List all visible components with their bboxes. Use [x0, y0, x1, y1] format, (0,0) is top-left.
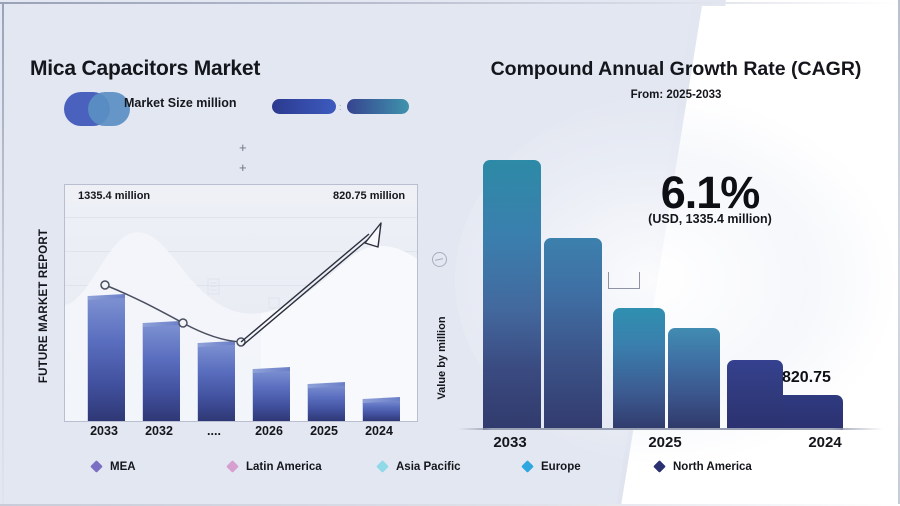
left-chart-x-labels: 2033 2032 .... 2026 2025 2024: [64, 424, 416, 444]
bar-2024: [362, 397, 400, 421]
legend-item-latin-america[interactable]: Latin America: [226, 458, 322, 476]
callout-value-820: 820.75: [782, 369, 831, 386]
rx-label-2025: 2025: [648, 434, 682, 451]
right-border: [898, 0, 900, 506]
cagr-note: (USD, 1335.4 million): [648, 212, 772, 226]
legend-item-mea[interactable]: MEA: [90, 458, 136, 476]
legend-marker-north-america: [653, 460, 666, 474]
gridline: [65, 285, 417, 286]
x-label-2026: 2026: [255, 424, 283, 438]
rx-label-2033: 2033: [493, 434, 527, 451]
rbar-2024-primary: [727, 360, 783, 430]
document-watermark-icon: [207, 278, 220, 295]
right-chart-bars: [455, 120, 885, 430]
cagr-title: Compound Annual Growth Rate (CAGR): [490, 58, 862, 80]
minus-circle-icon: [432, 252, 447, 267]
value-label-low: 820.75 million: [333, 190, 406, 202]
legend-item-europe[interactable]: Europe: [521, 458, 581, 476]
bar-2026: [252, 367, 290, 421]
plus-icon-bottom: +: [239, 160, 247, 175]
cagr-value: 6.1%: [660, 167, 761, 218]
value-label-high: 1335.4 million: [78, 190, 151, 202]
bar-ellipsis: [197, 341, 235, 421]
legend-pill-primary: [272, 99, 336, 114]
legend-item-north-america[interactable]: North America: [653, 458, 752, 476]
gridline: [65, 217, 417, 218]
rbar-2033-secondary: [544, 238, 602, 430]
legend-marker-europe: [521, 460, 534, 474]
legend-label-latin-america: Latin America: [246, 460, 322, 473]
rbar-2025-primary: [613, 308, 665, 430]
bottom-border: [0, 504, 900, 506]
trend-line-overlay: [100, 222, 382, 347]
legend-label-europe: Europe: [541, 460, 581, 473]
legend-marker-asia-pacific: [376, 460, 389, 474]
plus-icon-top: +: [239, 140, 247, 155]
x-label-2032: 2032: [145, 424, 173, 438]
cagr-subtitle: From: 2025-2033: [630, 89, 722, 101]
legend-pill-secondary: [347, 99, 409, 114]
legend-marker-latin-america: [226, 460, 239, 474]
legend-item-asia-pacific[interactable]: Asia Pacific: [376, 458, 461, 476]
legend-marker-mea: [90, 460, 103, 474]
market-size-icon-lobe-right: [88, 92, 130, 126]
market-size-label: Market Size million: [124, 96, 237, 110]
legend-pill-separator: :: [339, 102, 342, 112]
market-size-icon: [64, 92, 130, 126]
footer-legend: MEA Latin America Asia Pacific Europe No…: [0, 458, 900, 506]
legend-label-north-america: North America: [673, 460, 752, 473]
page-title: Mica Capacitors Market: [30, 57, 261, 80]
rbar-2024-secondary: [783, 395, 843, 430]
legend-label-mea: MEA: [110, 460, 136, 473]
bar-2032: [142, 321, 180, 421]
bracket-line-horizontal: [608, 288, 640, 290]
rx-label-2024: 2024: [808, 434, 842, 451]
bar-2025: [307, 382, 345, 421]
bracket-line-vertical-right: [639, 272, 641, 289]
rbar-2025-secondary: [668, 328, 720, 430]
square-watermark-icon: [268, 297, 280, 309]
x-label-2025: 2025: [310, 424, 338, 438]
x-label-ellipsis: ....: [207, 424, 221, 438]
bar-2033: [87, 294, 125, 421]
legend-label-asia-pacific: Asia Pacific: [396, 460, 461, 473]
left-border: [2, 2, 4, 506]
right-chart-baseline: [458, 428, 883, 430]
bracket-line-vertical-left: [608, 272, 641, 288]
left-chart-plot: [64, 184, 418, 422]
rbar-2033-primary: [483, 160, 541, 430]
top-border: [0, 2, 900, 4]
left-chart-bars: [65, 185, 417, 421]
x-label-2033: 2033: [90, 424, 118, 438]
x-label-2024: 2024: [365, 424, 393, 438]
gridline: [65, 251, 417, 252]
y-axis-label: FUTURE MARKET REPORT: [38, 228, 50, 384]
value-axis-label: Value by million: [436, 316, 448, 400]
